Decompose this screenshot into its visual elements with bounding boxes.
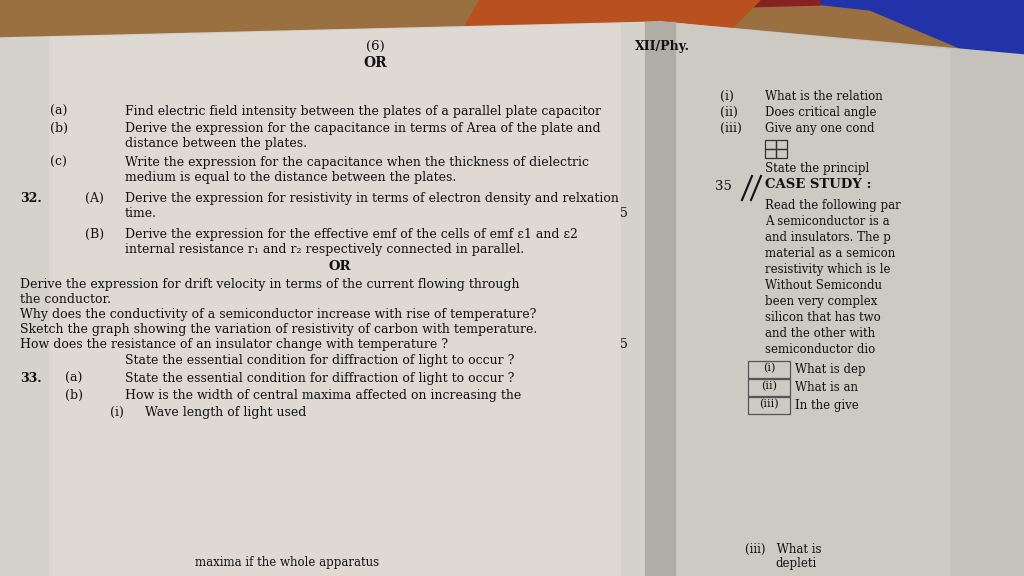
Text: and insulators. The p: and insulators. The p (765, 231, 891, 244)
Text: resistivity which is le: resistivity which is le (765, 263, 891, 276)
Polygon shape (780, 0, 1024, 75)
Bar (0, 0, 1024, 65)
Text: Wave length of light used: Wave length of light used (145, 406, 306, 419)
Text: 32.: 32. (20, 192, 42, 205)
Text: (iii): (iii) (759, 399, 779, 410)
Text: (c): (c) (50, 156, 67, 169)
Text: How does the resistance of an insulator change with temperature ?: How does the resistance of an insulator … (20, 338, 449, 351)
Text: (i): (i) (763, 363, 775, 373)
Bar (765, 140, 776, 149)
Bar (748, 361, 790, 378)
Bar (748, 397, 790, 414)
Text: (a): (a) (65, 372, 82, 385)
Text: 35: 35 (715, 180, 732, 193)
Text: 5: 5 (620, 207, 628, 220)
Polygon shape (660, 22, 950, 576)
Text: medium is equal to the distance between the plates.: medium is equal to the distance between … (125, 171, 457, 184)
Text: Write the expression for the capacitance when the thickness of dielectric: Write the expression for the capacitance… (125, 156, 589, 169)
Text: Give any one cond: Give any one cond (765, 122, 874, 135)
Text: Derive the expression for drift velocity in terms of the current flowing through: Derive the expression for drift velocity… (20, 278, 519, 291)
Bar (776, 149, 787, 158)
Text: Find electric field intensity between the plates of a parallel plate capacitor: Find electric field intensity between th… (125, 105, 601, 118)
Text: been very complex: been very complex (765, 295, 878, 308)
Text: How is the width of central maxima affected on increasing the: How is the width of central maxima affec… (125, 389, 521, 402)
Text: and the other with: and the other with (765, 327, 876, 340)
Text: What is the relation: What is the relation (765, 90, 883, 103)
Bar (748, 379, 790, 396)
Text: Derive the expression for the effective emf of the cells of emf ε1 and ε2: Derive the expression for the effective … (125, 228, 578, 241)
Bar (776, 140, 787, 149)
Text: OR: OR (364, 56, 387, 70)
Text: silicon that has two: silicon that has two (765, 311, 881, 324)
Text: 33.: 33. (20, 372, 42, 385)
Text: Derive the expression for resistivity in terms of electron density and relxation: Derive the expression for resistivity in… (125, 192, 618, 205)
Text: What is dep: What is dep (795, 363, 865, 376)
Text: 5: 5 (620, 338, 628, 351)
Polygon shape (0, 22, 660, 576)
Text: CASE STUDY :: CASE STUDY : (765, 178, 871, 191)
Polygon shape (660, 22, 1024, 576)
Text: (iii)   What is: (iii) What is (745, 543, 821, 556)
Text: (i): (i) (720, 90, 734, 103)
Polygon shape (645, 22, 675, 576)
Text: Read the following par: Read the following par (765, 199, 901, 212)
Text: internal resistance r₁ and r₂ respectively connected in parallel.: internal resistance r₁ and r₂ respective… (125, 243, 524, 256)
Text: State the essential condition for diffraction of light to occur ?: State the essential condition for diffra… (125, 354, 514, 367)
Bar (765, 149, 776, 158)
Polygon shape (50, 24, 620, 576)
Text: the conductor.: the conductor. (20, 293, 111, 306)
Text: time.: time. (125, 207, 157, 220)
Text: State the principl: State the principl (765, 162, 869, 175)
Text: (B): (B) (85, 228, 104, 241)
Text: maxima if the whole apparatus: maxima if the whole apparatus (195, 556, 379, 569)
Text: (i): (i) (110, 406, 124, 419)
Text: State the essential condition for diffraction of light to occur ?: State the essential condition for diffra… (125, 372, 514, 385)
Text: (b): (b) (65, 389, 83, 402)
Text: material as a semicon: material as a semicon (765, 247, 895, 260)
Text: (a): (a) (50, 105, 68, 118)
Text: What is an: What is an (795, 381, 858, 394)
Text: (b): (b) (50, 122, 68, 135)
Text: (iii): (iii) (720, 122, 741, 135)
Text: Does critical angle: Does critical angle (765, 106, 877, 119)
Text: XII/Phy.: XII/Phy. (635, 40, 690, 53)
Text: Without Semicondu: Without Semicondu (765, 279, 882, 292)
Text: (ii): (ii) (720, 106, 738, 119)
Text: (6): (6) (366, 40, 384, 53)
Text: Sketch the graph showing the variation of resistivity of carbon with temperature: Sketch the graph showing the variation o… (20, 323, 538, 336)
Text: semiconductor dio: semiconductor dio (765, 343, 876, 356)
Text: OR: OR (329, 260, 351, 273)
Polygon shape (700, 0, 820, 8)
Text: depleti: depleti (775, 557, 816, 570)
Text: Derive the expression for the capacitance in terms of Area of the plate and: Derive the expression for the capacitanc… (125, 122, 601, 135)
Text: (A): (A) (85, 192, 103, 205)
Text: A semiconductor is a: A semiconductor is a (765, 215, 890, 228)
Text: In the give: In the give (795, 399, 859, 412)
Text: distance between the plates.: distance between the plates. (125, 137, 307, 150)
Text: (ii): (ii) (761, 381, 777, 391)
Polygon shape (460, 0, 760, 35)
Text: Why does the conductivity of a semiconductor increase with rise of temperature?: Why does the conductivity of a semicondu… (20, 308, 537, 321)
